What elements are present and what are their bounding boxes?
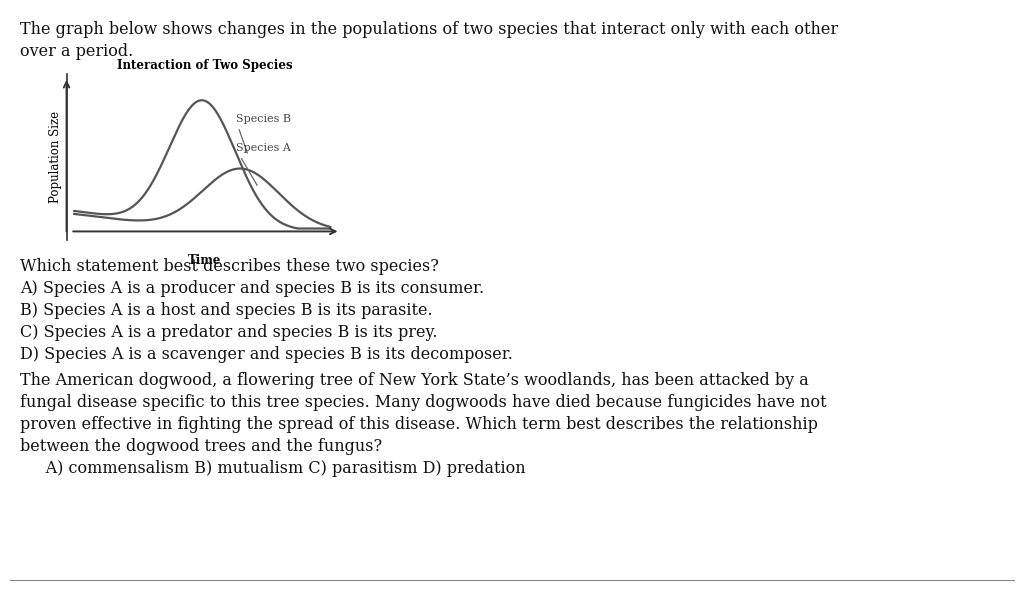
- Text: D) Species A is a scavenger and species B is its decomposer.: D) Species A is a scavenger and species …: [20, 346, 513, 363]
- Text: Which statement best describes these two species?: Which statement best describes these two…: [20, 258, 439, 275]
- Text: over a period.: over a period.: [20, 43, 134, 60]
- Text: The graph below shows changes in the populations of two species that interact on: The graph below shows changes in the pop…: [20, 21, 839, 38]
- Text: between the dogwood trees and the fungus?: between the dogwood trees and the fungus…: [20, 438, 383, 455]
- Text: C) Species A is a predator and species B is its prey.: C) Species A is a predator and species B…: [20, 324, 438, 341]
- Title: Interaction of Two Species: Interaction of Two Species: [117, 59, 293, 72]
- X-axis label: Time: Time: [188, 254, 221, 267]
- Y-axis label: Population Size: Population Size: [49, 111, 62, 203]
- Text: B) Species A is a host and species B is its parasite.: B) Species A is a host and species B is …: [20, 302, 433, 319]
- Text: Species A: Species A: [236, 144, 291, 186]
- Text: A) Species A is a producer and species B is its consumer.: A) Species A is a producer and species B…: [20, 280, 484, 297]
- Text: A) commensalism B) mutualism C) parasitism D) predation: A) commensalism B) mutualism C) parasiti…: [20, 460, 526, 477]
- Text: proven effective in fighting the spread of this disease. Which term best describ: proven effective in fighting the spread …: [20, 416, 818, 433]
- Text: The American dogwood, a flowering tree of New York State’s woodlands, has been a: The American dogwood, a flowering tree o…: [20, 372, 809, 389]
- Text: fungal disease specific to this tree species. Many dogwoods have died because fu: fungal disease specific to this tree spe…: [20, 394, 827, 411]
- Text: Species B: Species B: [236, 114, 291, 153]
